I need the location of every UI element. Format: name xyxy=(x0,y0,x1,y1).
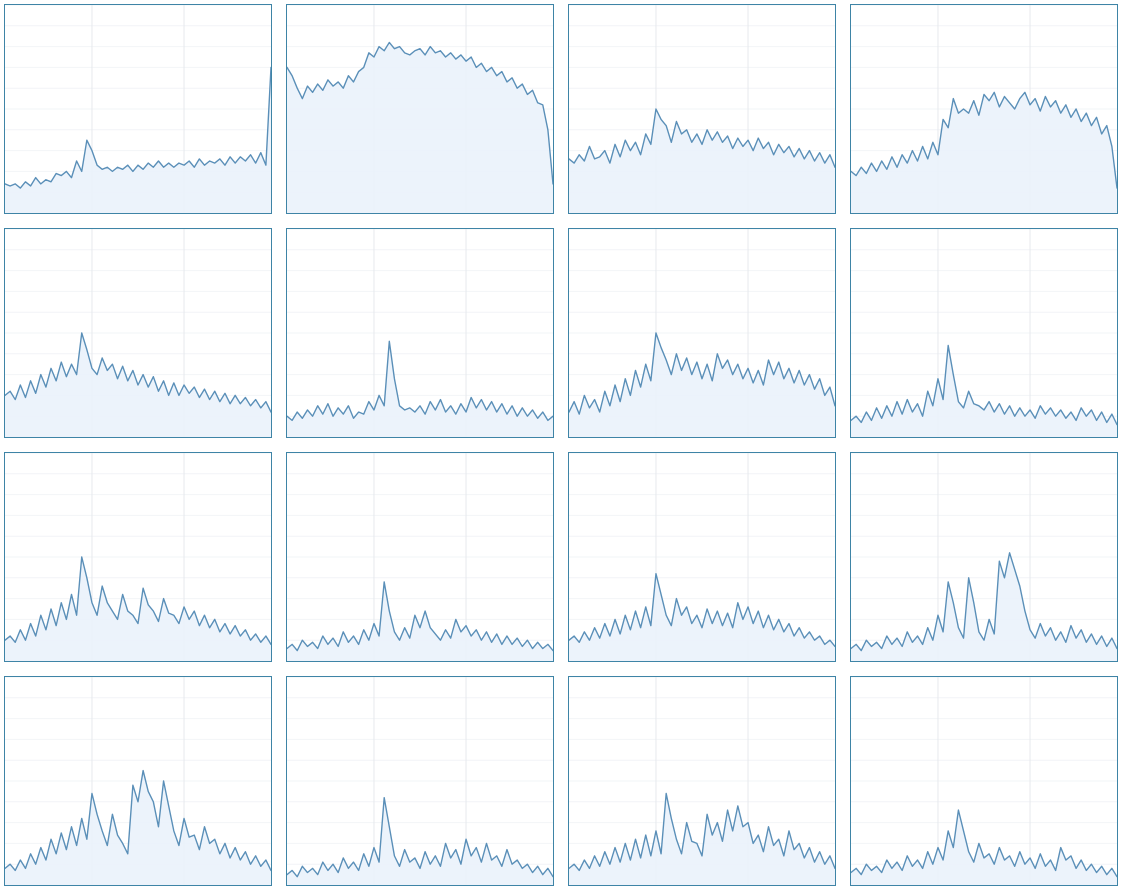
area-fill xyxy=(5,771,271,885)
sparkline-panel xyxy=(850,228,1118,438)
sparkline-panel xyxy=(568,452,836,662)
area-fill xyxy=(5,67,271,213)
sparkline-svg xyxy=(569,229,835,437)
sparkline-svg xyxy=(851,5,1117,213)
sparkline-panel xyxy=(4,228,272,438)
sparkline-panel xyxy=(850,452,1118,662)
sparkline-svg xyxy=(851,677,1117,885)
sparkline-panel xyxy=(4,676,272,886)
series-line xyxy=(851,553,1117,651)
sparkline-panel xyxy=(286,676,554,886)
sparkline-panel xyxy=(568,228,836,438)
sparkline-panel xyxy=(568,676,836,886)
area-fill xyxy=(851,345,1117,437)
sparkline-grid xyxy=(0,0,1122,890)
sparkline-svg xyxy=(569,5,835,213)
area-fill xyxy=(569,793,835,885)
sparkline-svg xyxy=(5,229,271,437)
sparkline-panel xyxy=(286,4,554,214)
area-fill xyxy=(287,42,553,213)
sparkline-panel xyxy=(4,4,272,214)
area-fill xyxy=(851,810,1117,885)
sparkline-panel xyxy=(568,4,836,214)
sparkline-svg xyxy=(287,453,553,661)
area-fill xyxy=(5,557,271,661)
sparkline-svg xyxy=(5,5,271,213)
sparkline-panel xyxy=(850,4,1118,214)
area-fill xyxy=(569,574,835,661)
sparkline-svg xyxy=(851,229,1117,437)
sparkline-panel xyxy=(4,452,272,662)
area-fill xyxy=(287,582,553,661)
area-fill xyxy=(569,333,835,437)
sparkline-svg xyxy=(5,453,271,661)
sparkline-svg xyxy=(851,453,1117,661)
area-fill xyxy=(851,553,1117,661)
sparkline-svg xyxy=(287,677,553,885)
sparkline-panel xyxy=(286,452,554,662)
sparkline-panel xyxy=(850,676,1118,886)
area-fill xyxy=(287,341,553,437)
area-fill xyxy=(287,798,553,885)
sparkline-svg xyxy=(569,453,835,661)
sparkline-svg xyxy=(287,229,553,437)
sparkline-svg xyxy=(5,677,271,885)
sparkline-panel xyxy=(286,228,554,438)
sparkline-svg xyxy=(569,677,835,885)
sparkline-svg xyxy=(287,5,553,213)
